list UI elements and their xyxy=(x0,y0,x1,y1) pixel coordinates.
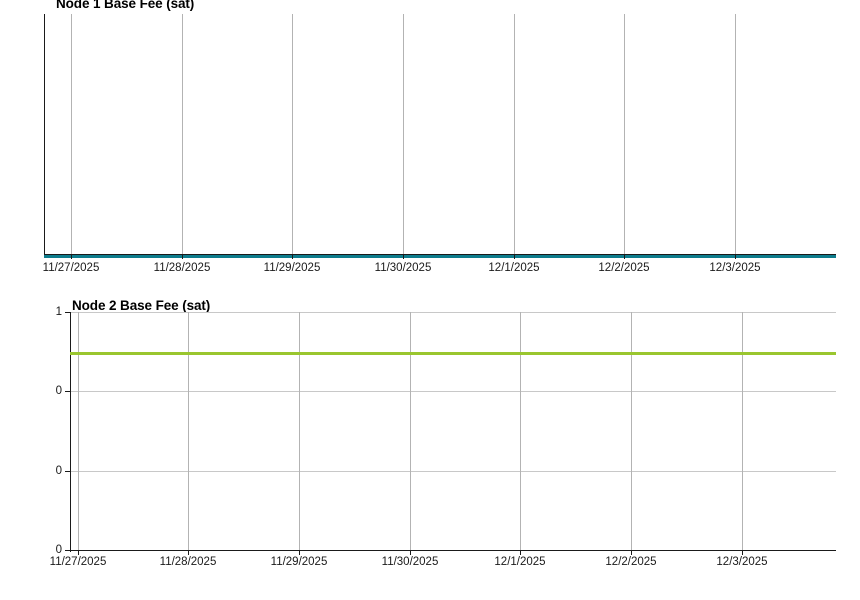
x-tick-label: 11/30/2025 xyxy=(381,556,439,568)
x-tick-mark xyxy=(514,255,515,259)
x-tick-label: 12/1/2025 xyxy=(488,262,540,274)
x-tick-label: 12/1/2025 xyxy=(494,556,546,568)
gridline-vertical xyxy=(292,14,293,256)
chart-panel-node-2: Node 2 Base Fee (sat) 1 xyxy=(0,298,860,600)
y-tick-mark xyxy=(65,471,70,472)
x-tick-label: 11/28/2025 xyxy=(153,262,211,274)
gridline-vertical xyxy=(624,14,625,256)
x-tick-label: 11/27/2025 xyxy=(49,556,107,568)
x-axis-line-node-2 xyxy=(70,550,836,552)
y-tick-mark xyxy=(65,391,70,392)
gridline-vertical xyxy=(735,14,736,256)
y-axis-line-node-1 xyxy=(44,14,46,256)
x-tick-label: 11/29/2025 xyxy=(270,556,328,568)
gridline-vertical xyxy=(742,312,743,551)
chart-panel-node-1: Node 1 Base Fee (sat) 11/27/2025 11/28/2… xyxy=(0,0,860,290)
x-tick-label: 12/2/2025 xyxy=(598,262,650,274)
gridline-horizontal xyxy=(70,471,836,472)
y-tick-mark xyxy=(65,312,70,313)
gridline-vertical xyxy=(514,14,515,256)
x-tick-mark xyxy=(71,255,72,259)
x-tick-mark xyxy=(624,255,625,259)
gridline-vertical xyxy=(403,14,404,256)
chart-title-node-2: Node 2 Base Fee (sat) xyxy=(72,298,211,313)
x-tick-mark xyxy=(78,551,79,555)
x-tick-mark xyxy=(182,255,183,259)
x-tick-label: 11/29/2025 xyxy=(263,262,321,274)
x-tick-mark xyxy=(631,551,632,555)
y-tick-label: 0 xyxy=(55,385,62,397)
x-tick-mark xyxy=(403,255,404,259)
x-tick-label: 12/2/2025 xyxy=(605,556,657,568)
x-tick-label: 11/30/2025 xyxy=(374,262,432,274)
gridline-horizontal xyxy=(70,391,836,392)
gridline-vertical xyxy=(299,312,300,551)
x-tick-mark xyxy=(735,255,736,259)
x-tick-mark xyxy=(299,551,300,555)
x-tick-label: 12/3/2025 xyxy=(709,262,761,274)
x-tick-mark xyxy=(520,551,521,555)
x-tick-mark xyxy=(410,551,411,555)
series-line-node-1-base-fee xyxy=(44,255,836,258)
gridline-vertical xyxy=(78,312,79,551)
y-tick-mark xyxy=(65,550,70,551)
gridline-vertical xyxy=(182,14,183,256)
x-axis-line-node-1 xyxy=(44,254,836,256)
gridline-vertical xyxy=(410,312,411,551)
gridline-vertical xyxy=(631,312,632,551)
plot-area-node-2 xyxy=(70,312,836,551)
x-tick-label: 12/3/2025 xyxy=(716,556,768,568)
gridline-vertical xyxy=(71,14,72,256)
gridline-horizontal xyxy=(70,312,836,313)
plot-area-node-1 xyxy=(44,14,836,256)
x-tick-mark xyxy=(188,551,189,555)
gridline-vertical xyxy=(520,312,521,551)
x-tick-label: 11/27/2025 xyxy=(42,262,100,274)
chart-title-node-1: Node 1 Base Fee (sat) xyxy=(56,0,195,11)
y-axis-line-node-2 xyxy=(70,312,72,552)
x-tick-label: 11/28/2025 xyxy=(159,556,217,568)
y-tick-label: 0 xyxy=(55,544,62,556)
y-tick-label: 0 xyxy=(55,465,62,477)
gridline-vertical xyxy=(188,312,189,551)
y-tick-label: 1 xyxy=(55,306,62,318)
x-tick-mark xyxy=(292,255,293,259)
series-line-node-2-base-fee xyxy=(70,352,836,355)
x-tick-mark xyxy=(742,551,743,555)
